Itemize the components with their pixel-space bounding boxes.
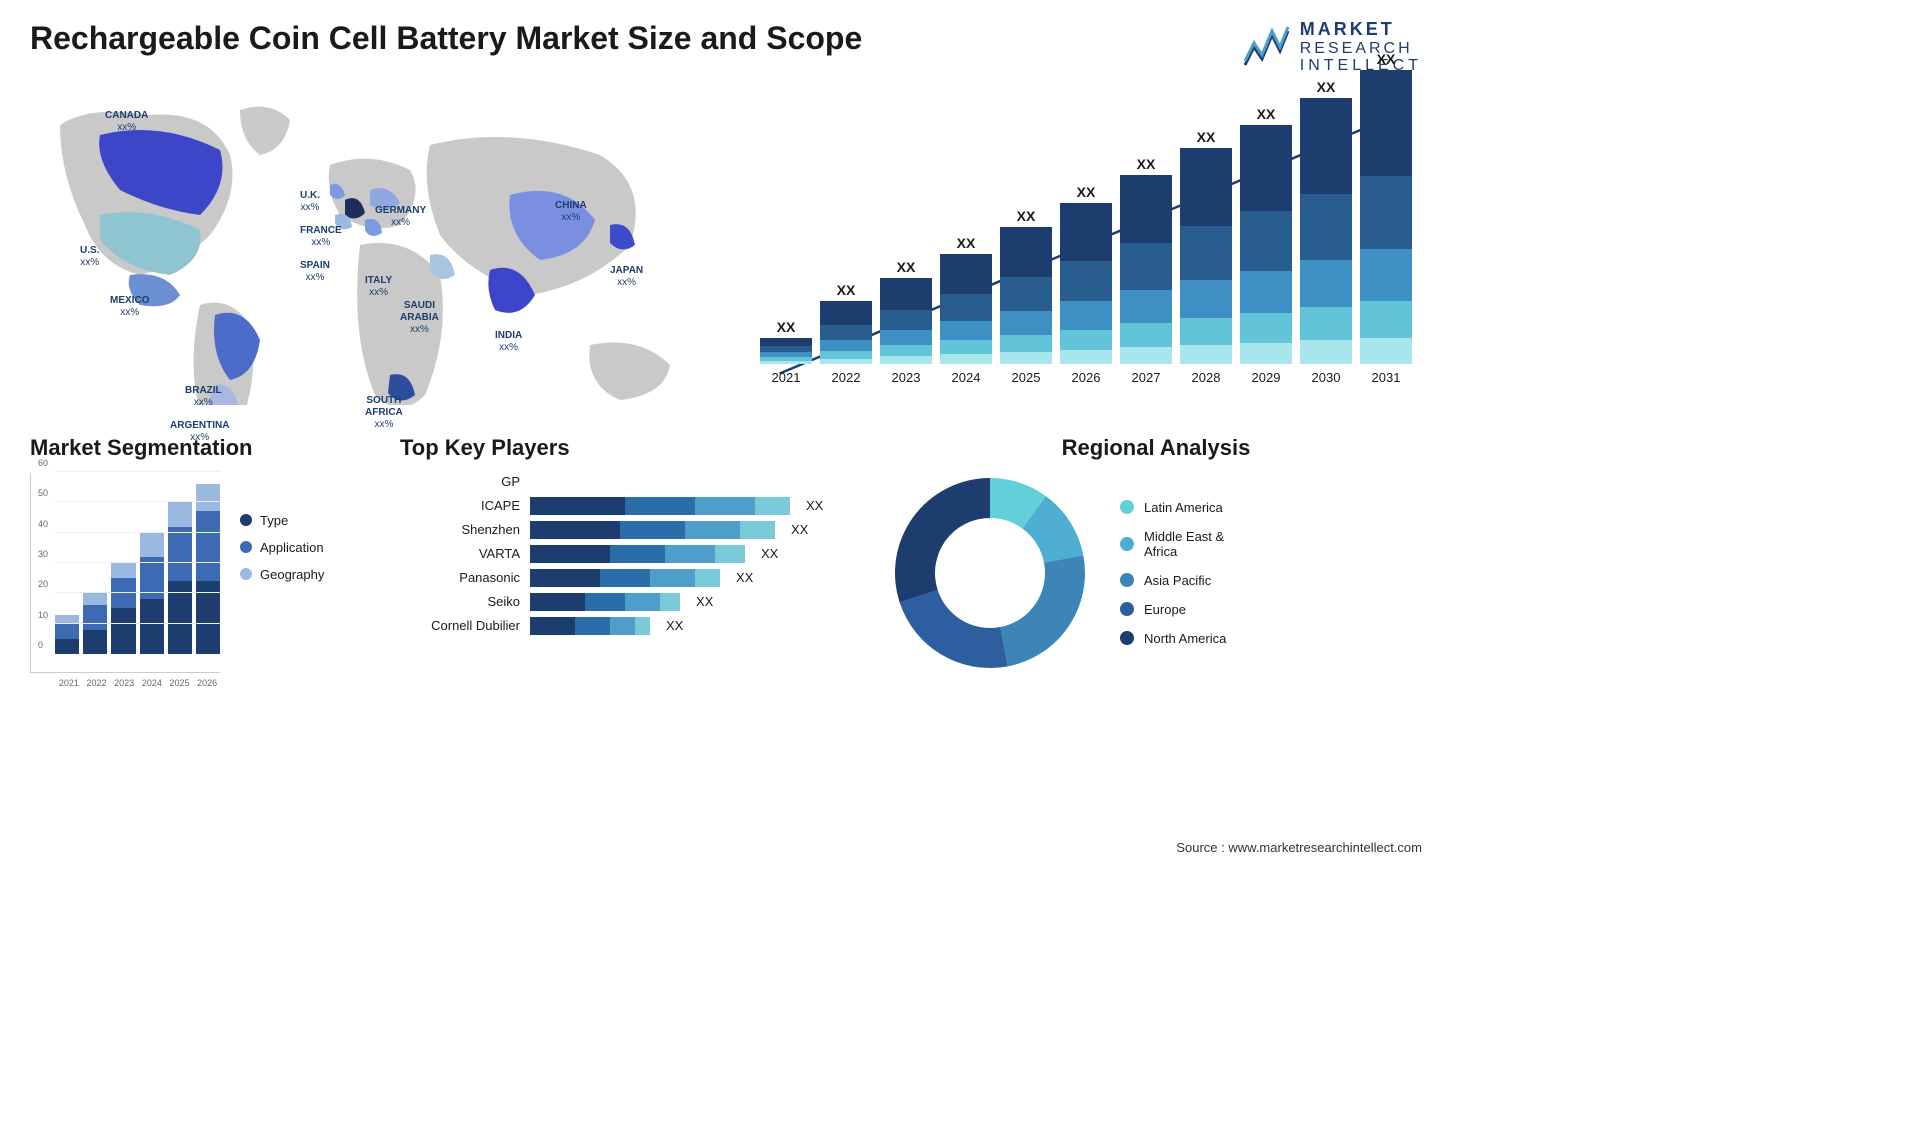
source-attribution: Source : www.marketresearchintellect.com [1176, 840, 1422, 855]
growth-bar: XX2025 [1000, 227, 1052, 385]
logo-icon [1242, 25, 1290, 69]
map-label: GERMANYxx% [375, 205, 426, 229]
map-label: MEXICOxx% [110, 295, 149, 319]
map-label: ITALYxx% [365, 275, 392, 299]
seg-bar [140, 533, 164, 654]
growth-bar: XX2030 [1300, 98, 1352, 385]
map-label: FRANCExx% [300, 225, 342, 249]
map-label: U.K.xx% [300, 190, 320, 214]
donut-slice [895, 478, 990, 602]
regional-title: Regional Analysis [890, 435, 1422, 461]
map-label: SAUDIARABIAxx% [400, 300, 439, 336]
player-row: Cornell DubilierXX [400, 617, 860, 635]
regional-legend: Latin America Middle East &Africa Asia Pac… [1120, 500, 1226, 646]
donut-slice [1000, 555, 1085, 666]
seg-bar [55, 615, 79, 654]
world-map [30, 95, 710, 405]
growth-bar: XX2022 [820, 301, 872, 385]
world-map-section: CANADAxx%U.S.xx%MEXICOxx%BRAZILxx%ARGENT… [30, 95, 710, 405]
seg-legend-item: Application [240, 540, 324, 555]
logo-text-1: MARKET [1300, 20, 1422, 40]
player-row: VARTAXX [400, 545, 860, 563]
logo-text-2: RESEARCH [1300, 40, 1422, 58]
seg-legend-item: Type [240, 513, 324, 528]
map-label: INDIAxx% [495, 330, 522, 354]
segmentation-chart: 202120222023202420252026 [30, 473, 220, 673]
page-title: Rechargeable Coin Cell Battery Market Si… [30, 20, 862, 57]
growth-bar: XX2028 [1180, 148, 1232, 385]
player-row: ICAPEXX [400, 497, 860, 515]
growth-chart-section: XX2021XX2022XX2023XX2024XX2025XX2026XX20… [750, 95, 1422, 405]
player-row: PanasonicXX [400, 569, 860, 587]
players-title: Top Key Players [400, 435, 860, 461]
regional-legend-item: Asia Pacific [1120, 573, 1226, 588]
growth-bar: XX2024 [940, 254, 992, 385]
player-row: GP [400, 473, 860, 491]
player-row: SeikoXX [400, 593, 860, 611]
seg-legend-item: Geography [240, 567, 324, 582]
regional-legend-item: Middle East &Africa [1120, 529, 1226, 559]
seg-bar [196, 484, 220, 654]
growth-bar: XX2031 [1360, 70, 1412, 385]
map-label: CANADAxx% [105, 110, 148, 134]
map-label: U.S.xx% [80, 245, 99, 269]
seg-bar [168, 502, 192, 654]
regional-legend-item: North America [1120, 631, 1226, 646]
segmentation-section: Market Segmentation 20212022202320242025… [30, 435, 370, 673]
regional-legend-item: Europe [1120, 602, 1226, 617]
segmentation-legend: Type Application Geography [240, 473, 324, 673]
map-label: ARGENTINAxx% [170, 420, 229, 444]
seg-bar [111, 563, 135, 654]
player-row: ShenzhenXX [400, 521, 860, 539]
players-chart: GP ICAPEXX ShenzhenXX VARTAXX PanasonicXX Sei… [400, 473, 860, 635]
map-label: JAPANxx% [610, 265, 643, 289]
donut-slice [900, 590, 1008, 668]
players-section: Top Key Players GP ICAPEXX ShenzhenXX VARTA… [400, 435, 860, 673]
seg-bar [83, 593, 107, 654]
growth-bar: XX2027 [1120, 175, 1172, 385]
regional-donut [890, 473, 1090, 673]
regional-legend-item: Latin America [1120, 500, 1226, 515]
map-label: SPAINxx% [300, 260, 330, 284]
growth-bar: XX2026 [1060, 203, 1112, 385]
regional-section: Regional Analysis Latin America Middle Ea… [890, 435, 1422, 673]
growth-bar: XX2021 [760, 338, 812, 385]
map-label: BRAZILxx% [185, 385, 222, 409]
growth-bar: XX2023 [880, 278, 932, 385]
map-label: CHINAxx% [555, 200, 587, 224]
growth-bar: XX2029 [1240, 125, 1292, 385]
map-label: SOUTHAFRICAxx% [365, 395, 403, 431]
